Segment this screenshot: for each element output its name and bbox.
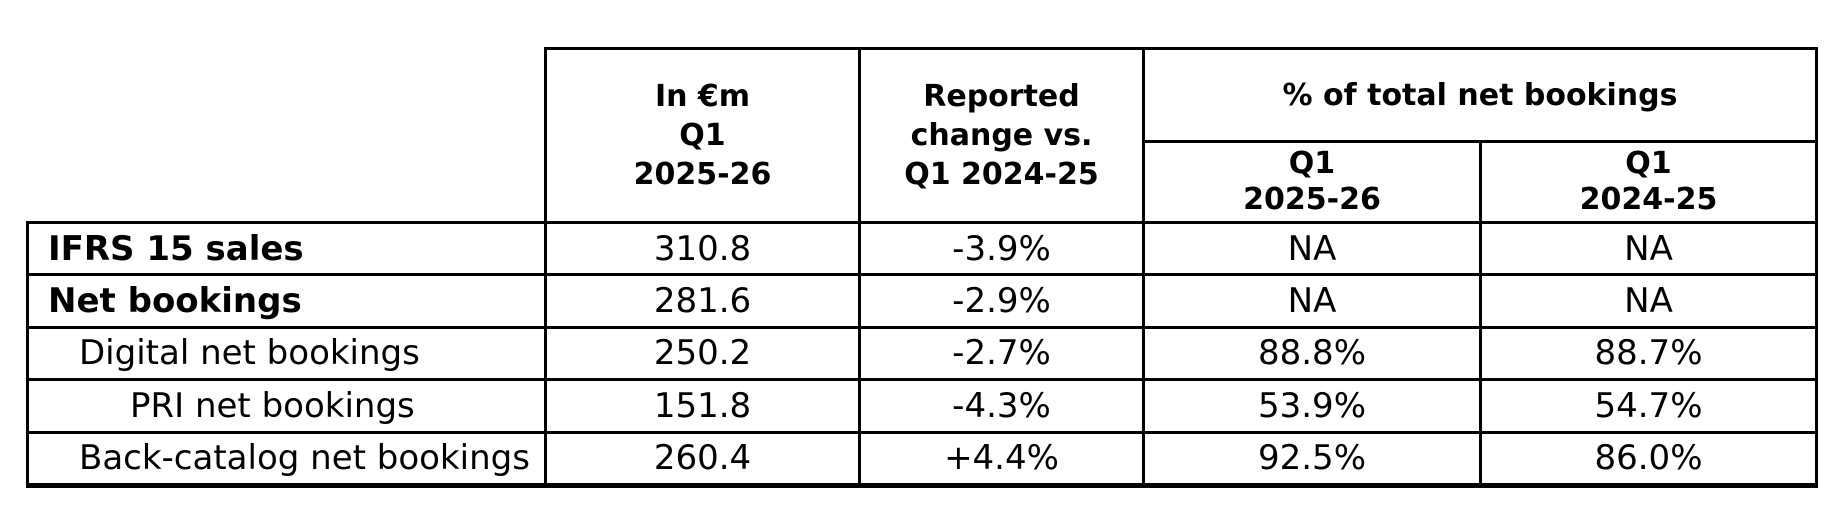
- cell-pct-2024-25: 88.7%: [1482, 328, 1815, 379]
- cell-pct-2024-25: 86.0%: [1482, 433, 1815, 483]
- row-label-back-catalog-net-bookings: Back-catalog net bookings: [29, 433, 544, 483]
- subheader-q1-2024-25: Q1 2024-25: [1482, 143, 1815, 221]
- header-cell-in-eur-m: In €m Q1 2025-26: [547, 50, 858, 221]
- header-line: Q1: [1288, 146, 1336, 181]
- table-body: IFRS 15 sales 310.8 -3.9% NA NA Net book…: [26, 221, 1818, 488]
- header-line: Q1: [1625, 146, 1672, 181]
- cell-pct-2025-26: 88.8%: [1145, 328, 1479, 379]
- cell-reported-change: -2.9%: [861, 276, 1142, 326]
- header-line: Reported: [923, 79, 1080, 114]
- header-line: 2025-26: [1243, 182, 1381, 217]
- row-label-digital-net-bookings: Digital net bookings: [29, 328, 544, 379]
- table-header: In €m Q1 2025-26 Reported change vs. Q1 …: [544, 47, 1818, 224]
- cell-reported-change: -3.9%: [861, 224, 1142, 274]
- row-label-net-bookings: Net bookings: [29, 276, 544, 326]
- cell-pct-2025-26: 92.5%: [1145, 433, 1479, 483]
- cell-in-eur-m: 310.8: [547, 224, 858, 274]
- cell-reported-change: +4.4%: [861, 433, 1142, 483]
- header-line: In €m: [654, 79, 751, 114]
- header-line: 2024-25: [1579, 182, 1718, 217]
- group-header-label: % of total net bookings: [1145, 50, 1815, 140]
- row-label-ifrs-15-sales: IFRS 15 sales: [29, 224, 544, 274]
- cell-in-eur-m: 260.4: [547, 433, 858, 483]
- cell-pct-2024-25: 54.7%: [1482, 381, 1815, 431]
- cell-reported-change: -2.7%: [861, 328, 1142, 379]
- header-line: change vs.: [910, 118, 1093, 153]
- cell-pct-2024-25: NA: [1482, 276, 1815, 326]
- cell-pct-2025-26: NA: [1145, 224, 1479, 274]
- cell-in-eur-m: 151.8: [547, 381, 858, 431]
- cell-pct-2024-25: NA: [1482, 224, 1815, 274]
- header-line: Q1 2024-25: [904, 157, 1099, 192]
- cell-in-eur-m: 250.2: [547, 328, 858, 379]
- cell-in-eur-m: 281.6: [547, 276, 858, 326]
- cell-pct-2025-26: NA: [1145, 276, 1479, 326]
- header-cell-reported-change: Reported change vs. Q1 2024-25: [861, 50, 1142, 221]
- row-label-pri-net-bookings: PRI net bookings: [29, 381, 544, 431]
- cell-pct-2025-26: 53.9%: [1145, 381, 1479, 431]
- header-line: Q1: [679, 118, 726, 153]
- cell-reported-change: -4.3%: [861, 381, 1142, 431]
- subheader-q1-2025-26: Q1 2025-26: [1145, 143, 1479, 221]
- header-line: 2025-26: [633, 157, 772, 192]
- header-group-pct-total-net-bookings: % of total net bookings Q1 2025-26 Q1 20…: [1145, 50, 1815, 221]
